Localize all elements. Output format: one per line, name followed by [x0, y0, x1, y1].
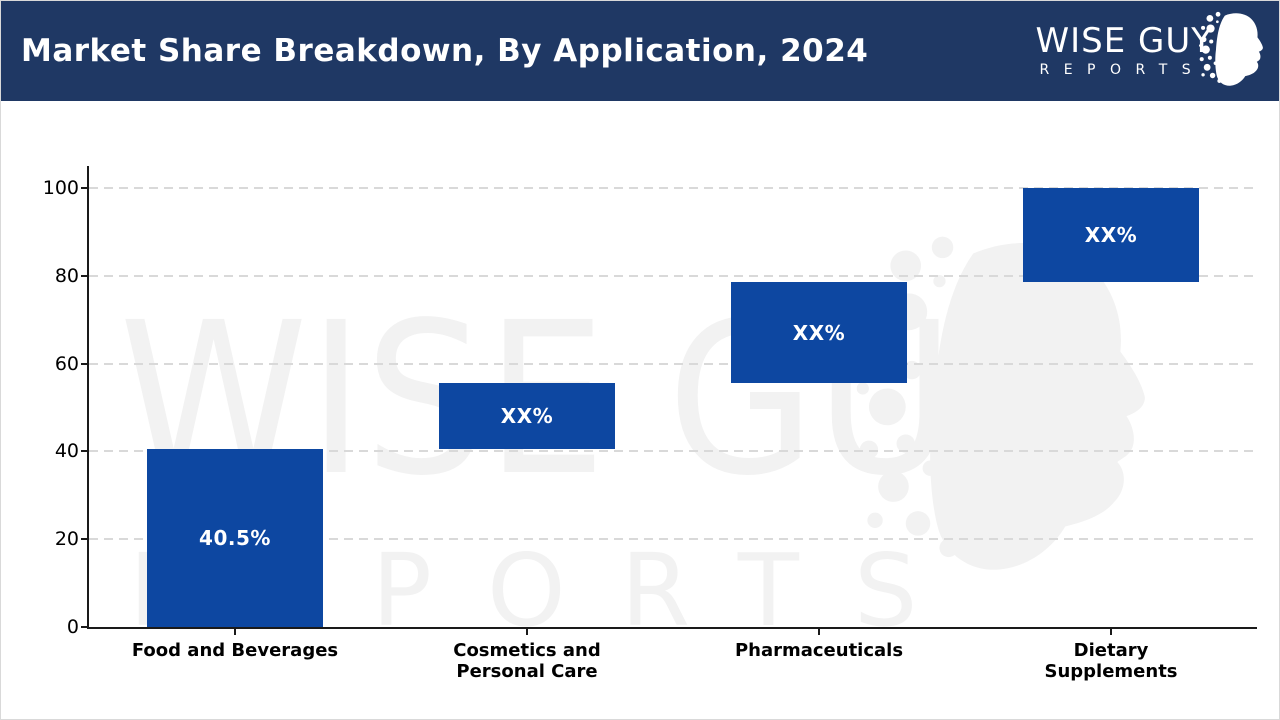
x-axis-label-line: Pharmaceuticals — [734, 640, 904, 661]
y-axis-tick-label: 20 — [54, 528, 79, 551]
gridline-60 — [89, 362, 1257, 365]
gridline-20 — [89, 538, 1257, 541]
bar-cosmetics-and-personal-care: XX% — [439, 383, 615, 450]
y-axis-tick — [81, 538, 88, 541]
y-axis-tick — [81, 626, 88, 628]
y-axis-tick-label: 100 — [42, 177, 79, 199]
bar-value-label: XX% — [1084, 223, 1138, 248]
bar-value-label: XX% — [792, 320, 846, 345]
bar-food-and-beverages: 40.5% — [147, 449, 323, 627]
x-axis-label-line: Supplements — [1044, 661, 1178, 682]
logo-wordmark: WISE GUY — [1035, 21, 1213, 62]
y-axis-tick-label: 0 — [66, 616, 79, 638]
x-axis-label-line: Personal Care — [456, 661, 598, 682]
x-axis-tick — [234, 629, 236, 635]
x-axis-label-pharmaceuticals: Pharmaceuticals — [679, 640, 959, 661]
y-axis-tick-label: 80 — [54, 264, 79, 287]
y-axis-line — [87, 166, 89, 628]
gridline-40 — [89, 450, 1257, 453]
x-axis-label-line: Dietary — [1073, 640, 1149, 661]
x-axis-line — [87, 627, 1257, 629]
y-axis-tick — [81, 450, 88, 453]
chart-title: Market Share Breakdown, By Application, … — [21, 33, 869, 69]
y-axis-tick — [81, 187, 88, 189]
y-axis-tick-label: 60 — [54, 352, 79, 375]
header-bar: Market Share Breakdown, By Application, … — [1, 1, 1279, 101]
wise-guy-reports-logo: WISE GUY REPORTS — [1035, 10, 1267, 92]
y-axis-tick — [81, 274, 88, 277]
x-axis-label-line: Cosmetics and — [453, 640, 601, 661]
y-axis-tick — [81, 362, 88, 365]
y-axis-tick-label: 40 — [54, 440, 79, 463]
x-axis-label-dietary-supplements: Dietary Supplements — [971, 640, 1251, 682]
gridline-80 — [89, 274, 1257, 277]
bar-value-label: XX% — [500, 404, 554, 429]
logo-text: WISE GUY REPORTS — [1035, 21, 1213, 78]
bar-dietary-supplements: XX% — [1023, 188, 1199, 283]
x-axis-tick — [526, 629, 528, 635]
x-axis-label-cosmetics-and-personal-care: Cosmetics and Personal Care — [387, 640, 667, 682]
x-axis-label-food-and-beverages: Food and Beverages — [95, 640, 375, 661]
x-axis-label-line: Food and Beverages — [131, 640, 339, 661]
bar-pharmaceuticals: XX% — [731, 282, 907, 384]
bar-value-label: 40.5% — [199, 526, 271, 551]
x-axis-tick — [1110, 629, 1112, 635]
x-axis-tick — [818, 629, 820, 635]
gridline-100 — [89, 187, 1257, 189]
logo-subtitle: REPORTS — [1039, 61, 1206, 78]
